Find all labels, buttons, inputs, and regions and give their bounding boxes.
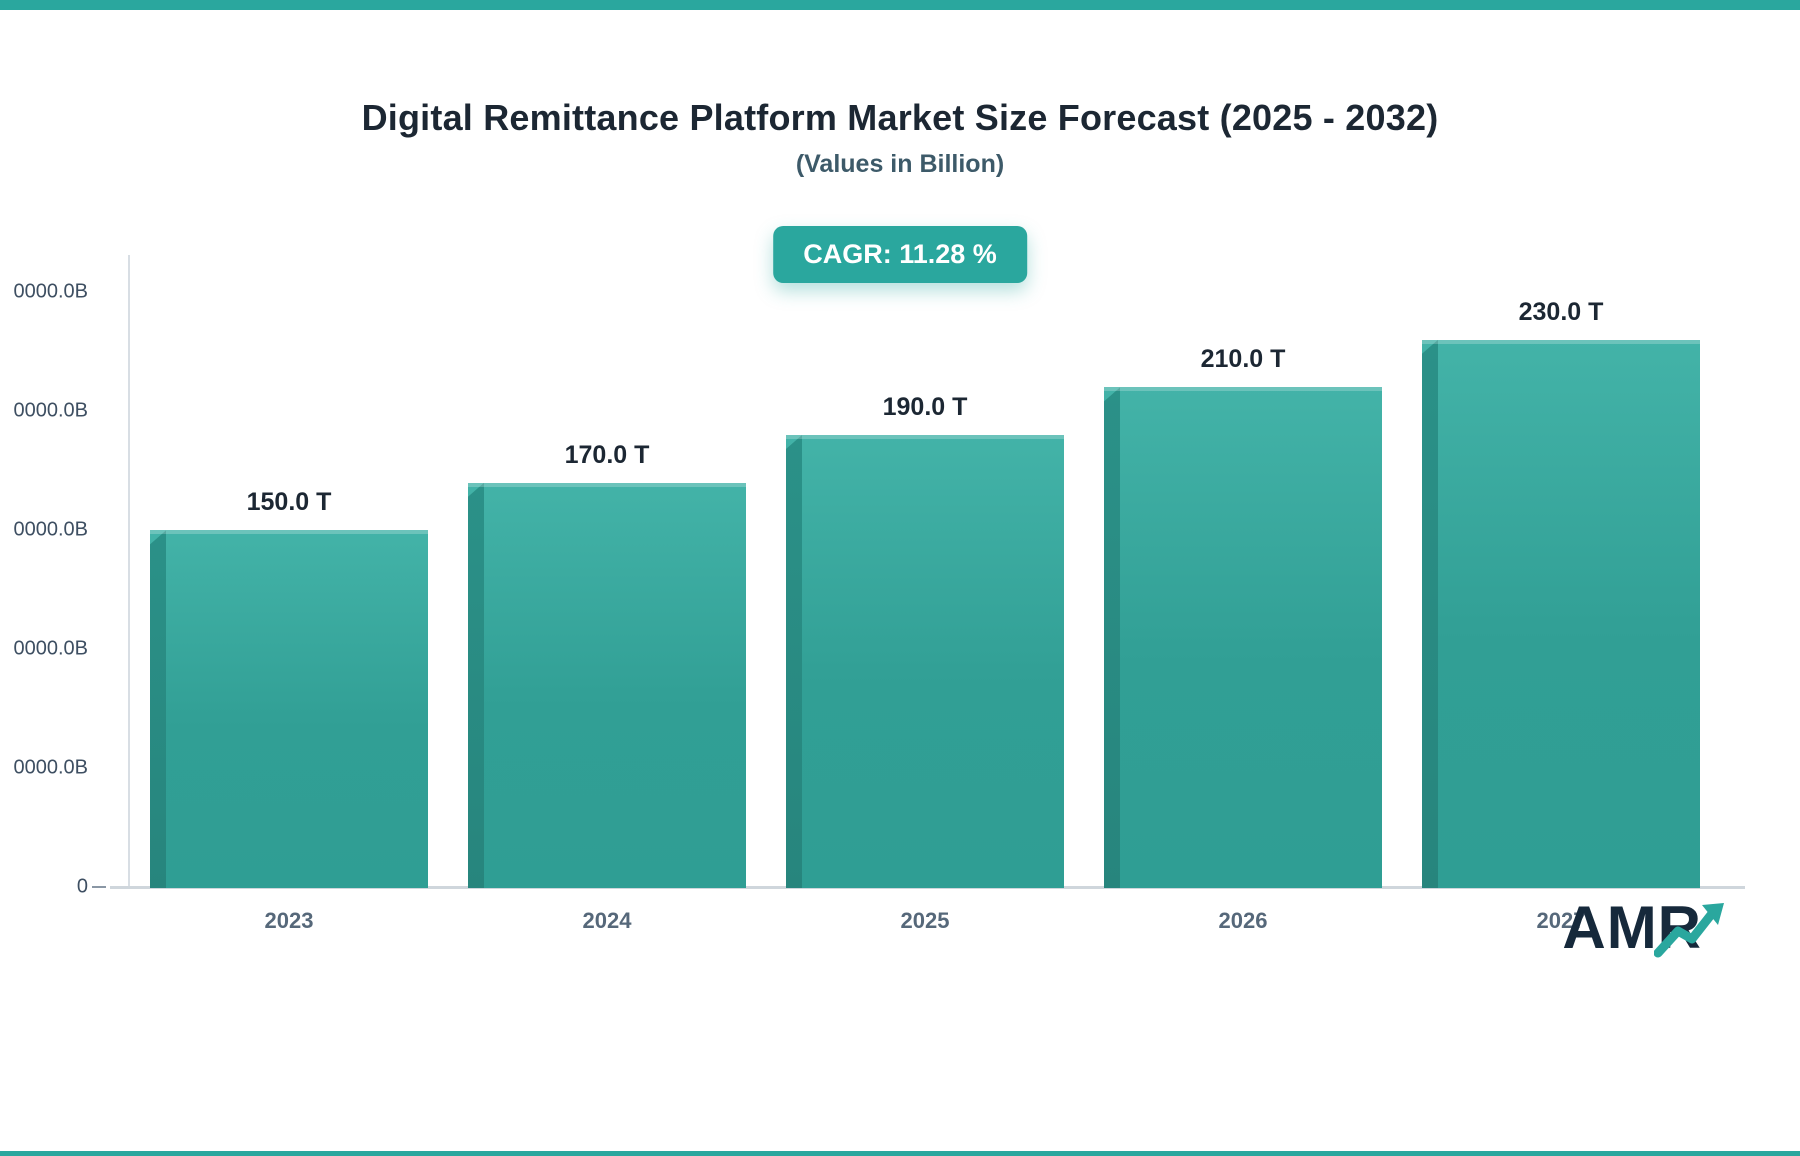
bar: 210.0 T xyxy=(1104,345,1382,888)
bottom-accent-strip xyxy=(0,1151,1800,1156)
bar-group-2026: 210.0 T 2026 xyxy=(1104,292,1382,933)
y-tick-label-zero: 0 xyxy=(76,875,88,898)
x-axis-label: 2023 xyxy=(264,908,314,933)
x-axis-label: 2026 xyxy=(1218,908,1268,933)
plot-area: 150.0 T 2023 170.0 T 2024 190.0 T 2025 2… xyxy=(150,292,1700,933)
bar-group-2027: 230.0 T 2027 xyxy=(1422,292,1700,933)
x-axis-label: 2024 xyxy=(582,908,632,933)
y-tick-label: 0000.0B xyxy=(13,280,88,303)
growth-arrow-icon xyxy=(1654,903,1724,958)
y-tick-label: 0000.0B xyxy=(13,637,88,660)
bar-value-label: 170.0 T xyxy=(564,440,650,469)
bar-value-label: 190.0 T xyxy=(882,393,968,422)
bar-group-2025: 190.0 T 2025 xyxy=(786,292,1064,933)
bar: 230.0 T xyxy=(1422,298,1700,888)
bar-group-2023: 150.0 T 2023 xyxy=(150,292,428,933)
amr-logo: AMR xyxy=(1562,893,1724,965)
y-tick-label: 0000.0B xyxy=(13,756,88,779)
y-axis-line xyxy=(128,255,130,887)
cagr-badge: CAGR: 11.28 % xyxy=(773,226,1027,283)
bar-value-label: 150.0 T xyxy=(246,488,332,517)
chart-subtitle: (Values in Billion) xyxy=(795,150,1005,178)
y-tick-label: 0000.0B xyxy=(13,518,88,541)
bar-value-label: 230.0 T xyxy=(1518,297,1604,326)
bar-value-label: 210.0 T xyxy=(1200,345,1286,374)
y-tick-label: 0000.0B xyxy=(13,399,88,422)
x-axis-label: 2025 xyxy=(900,908,950,933)
bar: 190.0 T xyxy=(786,393,1064,888)
zero-tick-mark xyxy=(92,886,106,888)
bar: 150.0 T xyxy=(150,488,428,888)
bar: 170.0 T xyxy=(468,441,746,888)
bar-group-2024: 170.0 T 2024 xyxy=(468,292,746,933)
x-axis-label: 2027 xyxy=(1536,908,1586,933)
chart-title: Digital Remittance Platform Market Size … xyxy=(361,97,1439,138)
top-accent-strip xyxy=(0,0,1800,10)
